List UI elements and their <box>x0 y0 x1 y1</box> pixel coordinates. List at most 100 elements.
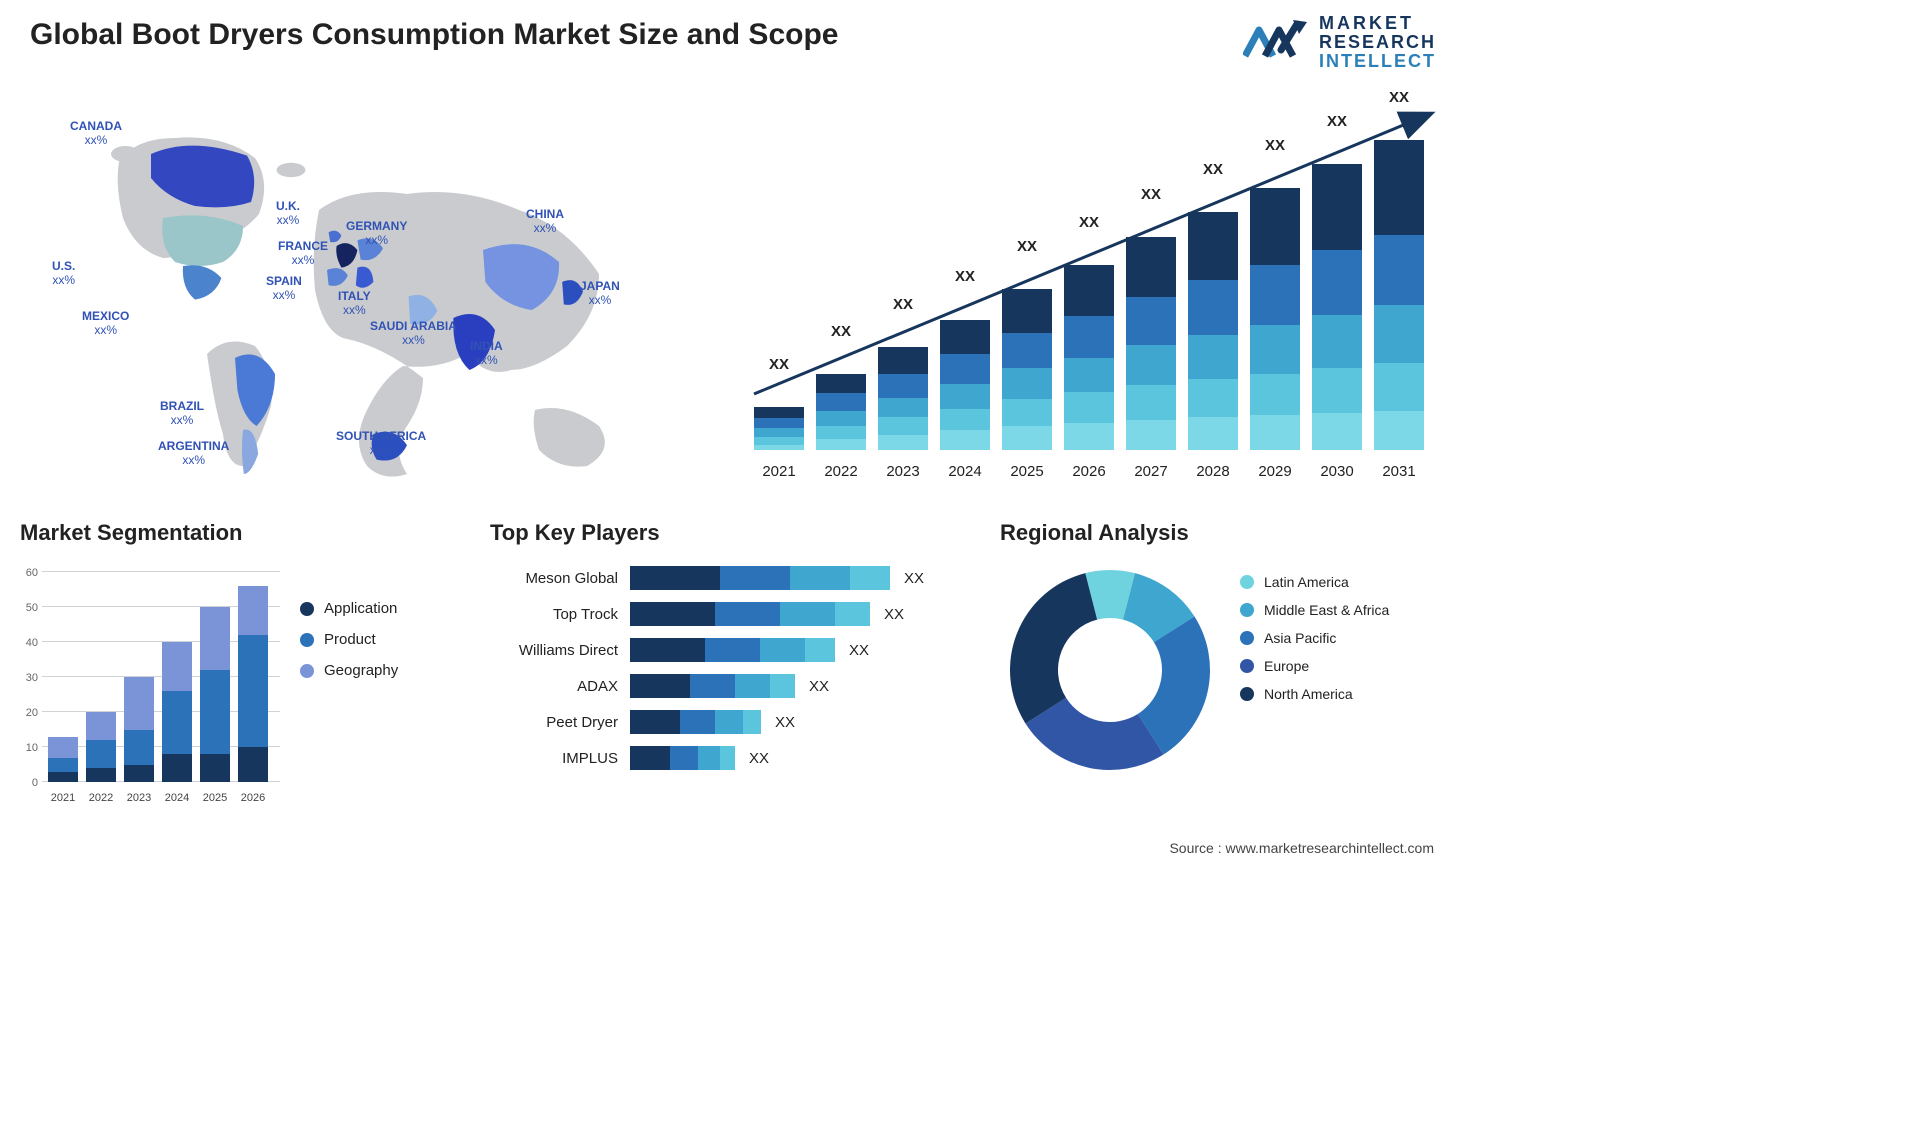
legend-swatch <box>300 633 314 647</box>
logo-icon <box>1243 16 1307 68</box>
map-label: INDIAxx% <box>470 340 503 368</box>
logo-text: MARKET RESEARCH INTELLECT <box>1319 14 1436 71</box>
top-players-bar-segment <box>850 566 890 590</box>
forecast-x-label: 2022 <box>816 463 866 480</box>
map-label: MEXICOxx% <box>82 310 129 338</box>
regional-legend-item: North America <box>1240 686 1389 702</box>
segmentation-gridline <box>42 571 280 572</box>
top-players-row: Williams DirectXX <box>490 636 960 664</box>
segmentation-x-label: 2021 <box>48 792 78 804</box>
segmentation-bar-segment <box>48 737 78 758</box>
top-players-bar-segment <box>630 710 680 734</box>
top-players-bar-segment <box>698 746 720 770</box>
donut-chart <box>1000 560 1220 780</box>
segmentation-chart: 0102030405060202120222023202420252026 <box>20 556 280 806</box>
regional-title: Regional Analysis <box>1000 520 1440 546</box>
regional-panel: Regional Analysis Latin America Middle Ea… <box>1000 520 1440 780</box>
forecast-x-label: 2028 <box>1188 463 1238 480</box>
top-players-bar-segment <box>780 602 835 626</box>
segmentation-bar-segment <box>200 607 230 670</box>
segmentation-legend: Application Product Geography <box>300 600 398 693</box>
top-players-bar-segment <box>705 638 760 662</box>
segmentation-bar-segment <box>162 754 192 782</box>
legend-label: Product <box>324 631 376 648</box>
segmentation-title: Market Segmentation <box>20 520 440 546</box>
segmentation-bar <box>86 712 116 782</box>
source-text: Source : www.marketresearchintellect.com <box>1169 840 1434 856</box>
world-map-panel: CANADAxx%U.S.xx%MEXICOxx%BRAZILxx%ARGENT… <box>20 90 690 490</box>
top-players-bar <box>630 566 890 590</box>
map-label: SPAINxx% <box>266 275 302 303</box>
top-players-bar-segment <box>690 674 735 698</box>
segmentation-bar-segment <box>86 768 116 782</box>
top-players-row: Peet Dryer XX <box>490 708 960 736</box>
legend-swatch <box>300 664 314 678</box>
segmentation-x-label: 2025 <box>200 792 230 804</box>
top-players-chart: Meson GlobalXX Top TrockXX Williams Direct… <box>490 564 960 772</box>
forecast-chart: XXXXXXXXXXXXXXXXXXXXXX 20212022202320242… <box>754 100 1434 480</box>
segmentation-bar-segment <box>48 772 78 783</box>
segmentation-y-tick: 30 <box>20 672 38 684</box>
legend-label: Application <box>324 600 397 617</box>
top-players-bar-segment <box>720 746 735 770</box>
top-players-bar-segment <box>715 710 743 734</box>
legend-label: Asia Pacific <box>1264 630 1336 646</box>
donut-svg <box>1000 560 1220 780</box>
top-players-row: Top TrockXX <box>490 600 960 628</box>
map-label: CANADAxx% <box>70 120 122 148</box>
brand-logo: MARKET RESEARCH INTELLECT <box>1243 14 1436 71</box>
map-label: SAUDI ARABIAxx% <box>370 320 457 348</box>
top-players-row: IMPLUS XX <box>490 744 960 772</box>
top-players-value: XX <box>849 642 869 659</box>
segmentation-x-label: 2022 <box>86 792 116 804</box>
top-players-name: IMPLUS <box>490 750 630 767</box>
top-players-value: XX <box>884 606 904 623</box>
top-players-value: XX <box>809 678 829 695</box>
top-players-bar-segment <box>790 566 850 590</box>
forecast-arrow <box>750 94 1440 444</box>
segmentation-y-tick: 20 <box>20 707 38 719</box>
segmentation-bar-segment <box>124 765 154 783</box>
page-title: Global Boot Dryers Consumption Market Si… <box>30 18 838 52</box>
regional-legend-item: Latin America <box>1240 574 1389 590</box>
map-label: JAPANxx% <box>580 280 620 308</box>
map-label: ARGENTINAxx% <box>158 440 229 468</box>
top-players-bar-segment <box>630 746 670 770</box>
segmentation-bar <box>238 586 268 782</box>
map-label: U.S.xx% <box>52 260 75 288</box>
regional-legend-item: Asia Pacific <box>1240 630 1389 646</box>
top-players-bar <box>630 746 735 770</box>
regional-legend: Latin America Middle East & Africa Asia Pa… <box>1240 574 1389 714</box>
top-players-bar-segment <box>715 602 780 626</box>
legend-swatch <box>1240 575 1254 589</box>
regional-legend-item: Middle East & Africa <box>1240 602 1389 618</box>
legend-swatch <box>1240 603 1254 617</box>
map-label: ITALYxx% <box>338 290 371 318</box>
forecast-bar-segment <box>754 445 804 450</box>
legend-label: Geography <box>324 662 398 679</box>
top-players-value: XX <box>749 750 769 767</box>
segmentation-y-tick: 60 <box>20 567 38 579</box>
top-players-bar-segment <box>760 638 805 662</box>
top-players-bar-segment <box>630 674 690 698</box>
segmentation-bar-segment <box>124 730 154 765</box>
segmentation-legend-item: Product <box>300 631 398 648</box>
top-players-bar-segment <box>805 638 835 662</box>
segmentation-bar-segment <box>238 635 268 747</box>
top-players-row: ADAXXX <box>490 672 960 700</box>
forecast-x-label: 2021 <box>754 463 804 480</box>
legend-swatch <box>1240 687 1254 701</box>
top-players-value: XX <box>775 714 795 731</box>
top-players-bar-segment <box>680 710 715 734</box>
segmentation-bar <box>162 642 192 782</box>
segmentation-bar <box>200 607 230 782</box>
segmentation-bar-segment <box>162 691 192 754</box>
segmentation-x-label: 2026 <box>238 792 268 804</box>
segmentation-y-tick: 50 <box>20 602 38 614</box>
top-players-name: Peet Dryer <box>490 714 630 731</box>
top-players-panel: Top Key Players Meson GlobalXXTop TrockX… <box>490 520 960 780</box>
segmentation-x-label: 2023 <box>124 792 154 804</box>
legend-swatch <box>300 602 314 616</box>
top-players-row: Meson GlobalXX <box>490 564 960 592</box>
logo-text-line3: INTELLECT <box>1319 52 1436 71</box>
